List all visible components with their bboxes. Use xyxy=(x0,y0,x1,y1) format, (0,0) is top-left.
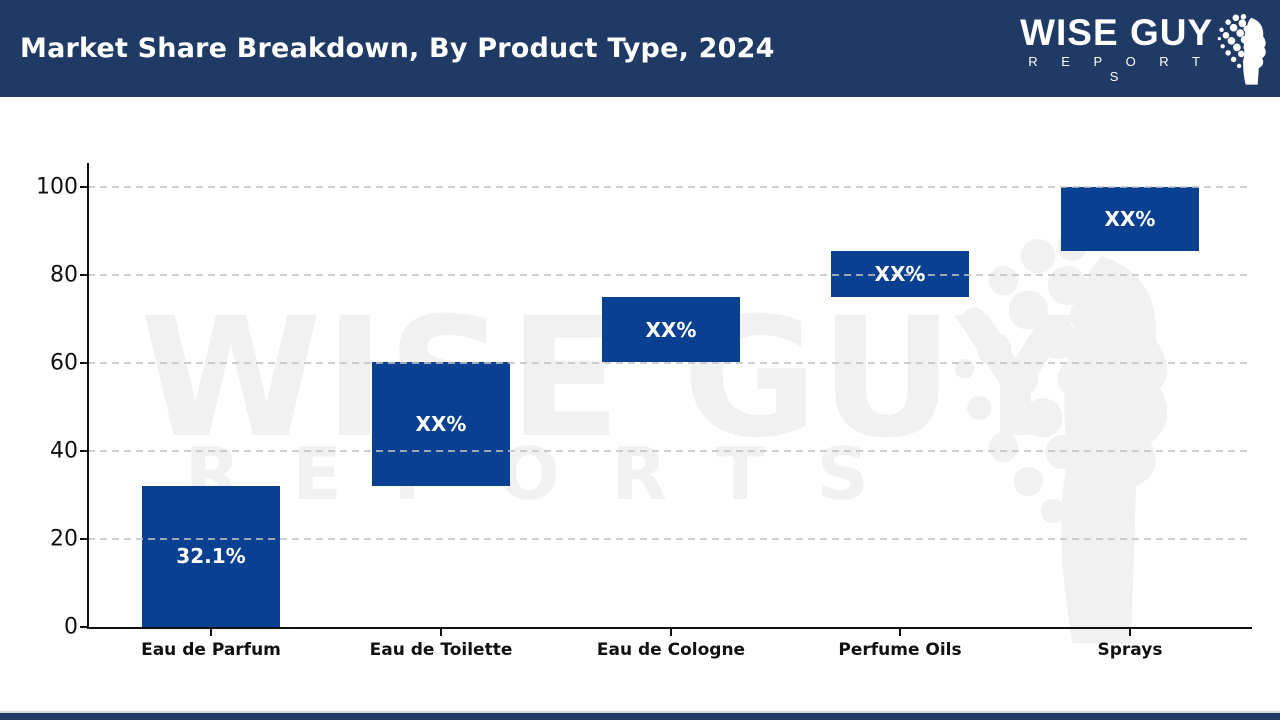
y-tick-mark xyxy=(80,626,87,628)
bar-eau-de-toilette xyxy=(372,362,510,486)
x-category-label-sprays: Sprays xyxy=(1097,640,1163,660)
brand-logo: WISE GUY R E P O R T S xyxy=(1020,6,1270,92)
x-tick-mark xyxy=(670,629,672,636)
bar-label-sprays: XX% xyxy=(1104,207,1156,232)
gridline-y80 xyxy=(88,274,1252,276)
x-category-label-eau-de-cologne: Eau de Cologne xyxy=(596,640,746,660)
brand-logo-text: WISE GUY R E P O R T S xyxy=(1020,14,1213,84)
bar-label-eau-de-toilette: XX% xyxy=(415,411,467,436)
y-tick-label: 60 xyxy=(50,350,78,376)
x-category-label-eau-de-parfum: Eau de Parfum xyxy=(141,640,281,660)
bar-eau-de-parfum xyxy=(142,485,280,627)
x-category-label-perfume-oils: Perfume Oils xyxy=(838,640,962,660)
y-tick-label: 80 xyxy=(50,262,78,288)
y-tick-mark xyxy=(80,186,87,188)
x-tick-mark xyxy=(210,629,212,636)
brand-subname: R E P O R T S xyxy=(1028,54,1210,84)
brand-name: WISE GUY xyxy=(1020,12,1214,53)
y-tick-label: 100 xyxy=(36,174,78,200)
y-tick-label: 40 xyxy=(50,438,78,464)
x-tick-mark xyxy=(899,629,901,636)
header-bar: Market Share Breakdown, By Product Type,… xyxy=(0,0,1280,97)
x-tick-mark xyxy=(1129,629,1131,636)
y-tick-label: 0 xyxy=(64,614,78,640)
x-axis-line xyxy=(87,627,1252,629)
y-axis-line xyxy=(87,163,89,629)
dotted-face-profile-icon xyxy=(1217,13,1267,85)
footer-bar xyxy=(0,713,1280,720)
x-category-label-eau-de-toilette: Eau de Toilette xyxy=(369,640,513,660)
watermark-text-secondary: REPORTS xyxy=(185,432,921,516)
y-tick-label: 20 xyxy=(50,526,78,552)
bar-label-perfume-oils: XX% xyxy=(874,262,926,287)
bar-label-eau-de-cologne: XX% xyxy=(645,317,697,342)
bar-eau-de-cologne xyxy=(602,297,740,363)
y-tick-mark xyxy=(80,450,87,452)
gridline-y100 xyxy=(88,186,1252,188)
gridline-y60 xyxy=(88,362,1252,364)
y-tick-mark xyxy=(80,274,87,276)
bar-sprays xyxy=(1061,187,1199,252)
gridline-y40 xyxy=(88,450,1252,452)
y-tick-mark xyxy=(80,362,87,364)
footer-divider xyxy=(0,711,1280,713)
y-tick-mark xyxy=(80,538,87,540)
x-tick-mark xyxy=(440,629,442,636)
dotted-face-profile-watermark xyxy=(954,231,1168,644)
page-title: Market Share Breakdown, By Product Type,… xyxy=(20,33,775,64)
gridline-y20 xyxy=(88,538,1252,540)
bar-label-eau-de-parfum: 32.1% xyxy=(176,544,246,569)
